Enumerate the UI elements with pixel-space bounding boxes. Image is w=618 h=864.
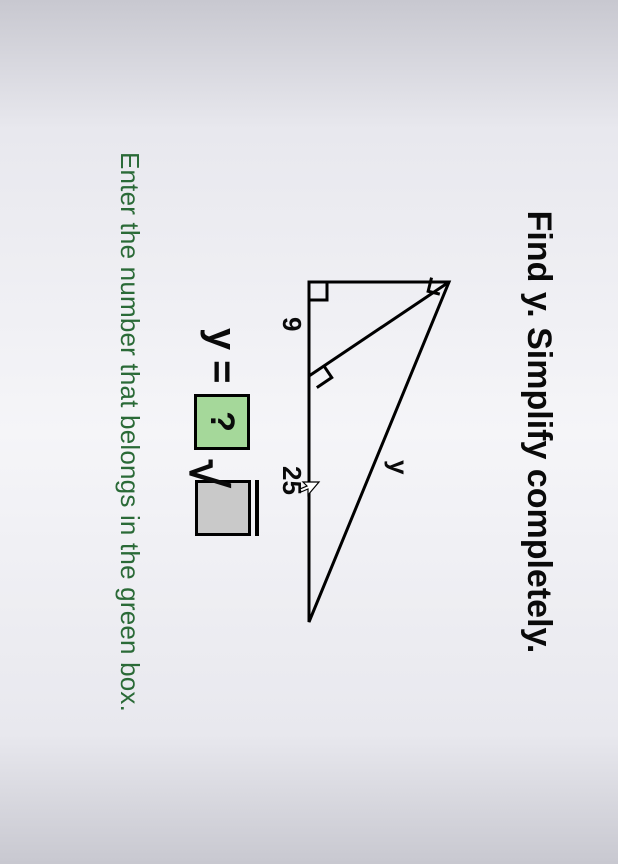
content-stage: Find y. Simplify completely. y 9 25 y = bbox=[0, 0, 618, 864]
cursor-icon bbox=[297, 480, 321, 500]
label-y: y bbox=[383, 460, 414, 474]
problem-heading: Find y. Simplify completely. bbox=[519, 211, 558, 654]
triangle-svg bbox=[289, 222, 469, 642]
instruction-text: Enter the number that belongs in the gre… bbox=[114, 152, 145, 712]
triangle-figure: y 9 25 bbox=[289, 222, 469, 642]
outer-triangle bbox=[309, 282, 449, 622]
altitude-line bbox=[309, 282, 449, 376]
equals-sign: = bbox=[200, 360, 245, 383]
right-angle-b bbox=[309, 282, 327, 300]
equation-lhs: y bbox=[200, 328, 245, 350]
equation-row: y = ? √ bbox=[185, 328, 259, 536]
radicand-wrap bbox=[185, 480, 259, 536]
green-answer-box[interactable]: ? bbox=[194, 394, 250, 450]
radical: √ bbox=[185, 460, 259, 537]
label-nine: 9 bbox=[276, 317, 307, 331]
radical-symbol: √ bbox=[181, 460, 233, 489]
grey-radicand-box[interactable] bbox=[195, 480, 251, 536]
